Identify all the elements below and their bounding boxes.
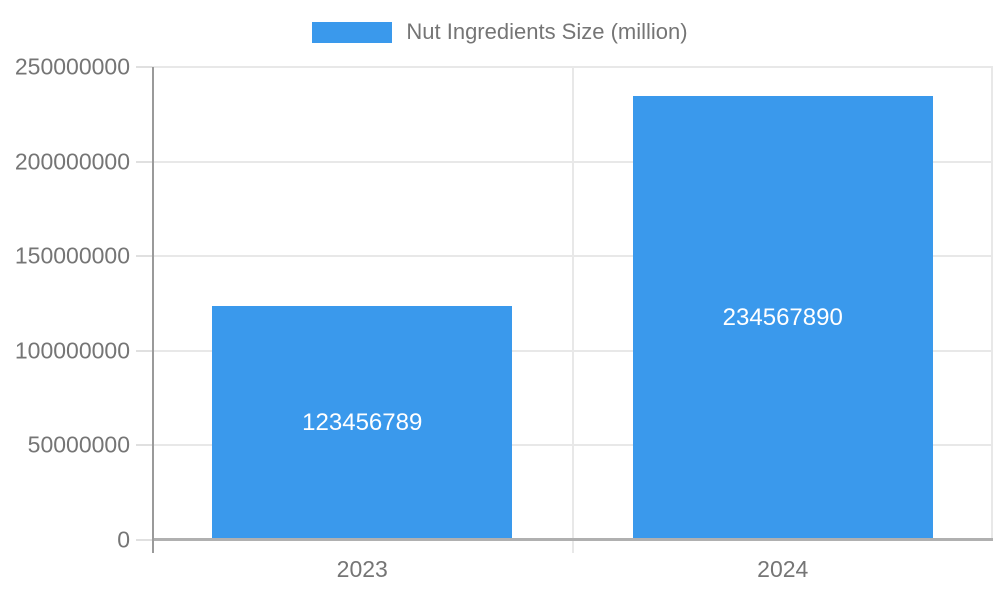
plot-right-border — [991, 67, 993, 540]
x-tick-label: 2023 — [336, 556, 388, 582]
gridline — [152, 255, 993, 258]
gridline — [152, 349, 993, 352]
y-tick-label: 200000000 — [14, 148, 130, 175]
y-tick-mark — [136, 539, 152, 541]
category-divider-line — [571, 67, 574, 553]
y-axis: 0 50000000 100000000 150000000 200000000 2500… — [0, 54, 152, 553]
y-tick-label: 100000000 — [14, 337, 130, 364]
plot-area: 123456789 234567890 — [152, 66, 993, 553]
bar-2023: 123456789 — [212, 306, 513, 540]
y-tick-mark — [136, 444, 152, 447]
bar-value-label: 234567890 — [722, 304, 843, 332]
y-tick-mark — [136, 66, 152, 68]
y-tick-mark — [136, 255, 152, 258]
x-tick-label: 2024 — [757, 556, 809, 582]
x-axis-baseline — [152, 538, 993, 541]
legend-label: Nut Ingredients Size (million) — [406, 19, 688, 44]
y-tick-label: 150000000 — [14, 242, 130, 269]
legend-swatch-icon — [312, 21, 393, 43]
gridline — [152, 444, 993, 447]
y-tick-label: 0 — [117, 526, 130, 553]
legend[interactable]: Nut Ingredients Size (million) — [0, 18, 1000, 46]
gridline — [152, 160, 993, 163]
y-tick-mark — [136, 160, 152, 163]
bar-2024: 234567890 — [632, 96, 933, 540]
x-axis: 2023 2024 — [152, 556, 993, 588]
bar-value-label: 123456789 — [302, 409, 423, 437]
y-tick-mark — [136, 349, 152, 352]
y-axis-line — [152, 67, 154, 553]
y-tick-label: 50000000 — [27, 431, 130, 458]
gridline — [152, 66, 993, 68]
y-tick-label: 250000000 — [14, 53, 130, 80]
